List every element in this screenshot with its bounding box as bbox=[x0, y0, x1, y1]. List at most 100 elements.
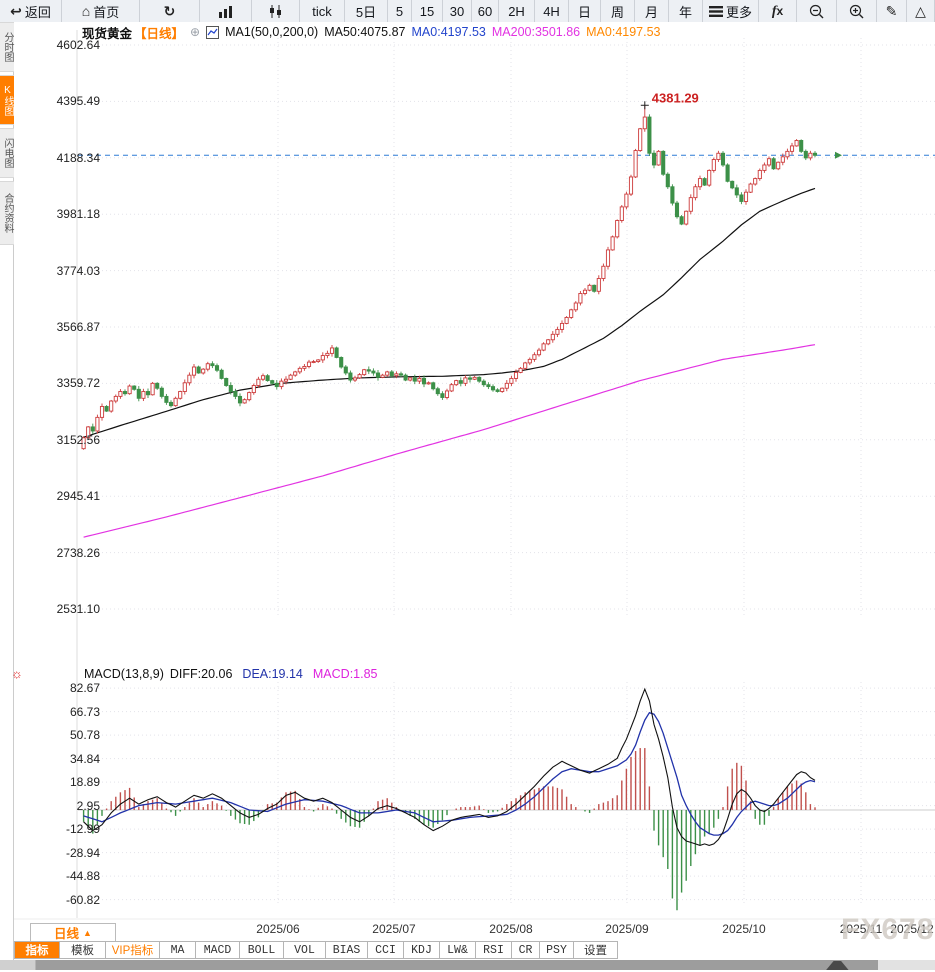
toolbar-item-refresh[interactable]: ↻ bbox=[140, 0, 200, 22]
indicator-button-BIAS[interactable]: BIAS bbox=[326, 941, 368, 959]
period-tab-label: 日线 bbox=[54, 927, 80, 941]
toolbar-item-5[interactable]: 5 bbox=[388, 0, 412, 22]
main-y-tick-label: 3774.03 bbox=[56, 263, 100, 278]
toolbar-item-60[interactable]: 60 bbox=[472, 0, 499, 22]
sidebar-tab-2[interactable]: K线图 bbox=[0, 75, 14, 125]
indicator-toolbar: 指标 模板 VIP指标 MA MACD BOLL VOL BIAS CCI KDJ LW& RSI CR… bbox=[14, 941, 618, 959]
indicator-button-模板[interactable]: 模板 bbox=[60, 941, 106, 959]
ma200-value: MA200:3501.86 bbox=[491, 25, 581, 39]
indicator-button-VOL[interactable]: VOL bbox=[284, 941, 326, 959]
toolbar-item-30[interactable]: 30 bbox=[443, 0, 472, 22]
period-tab-arrow-icon: ▲ bbox=[83, 927, 92, 938]
toolbar-item-月[interactable]: 月 bbox=[635, 0, 669, 22]
toolbar-item-日[interactable]: 日 bbox=[569, 0, 601, 22]
sidebar-tab-3[interactable]: 闪电图 bbox=[0, 128, 14, 178]
macd-params-label: MACD(13,8,9) bbox=[84, 667, 164, 681]
macd-y-tick-label: -60.82 bbox=[65, 892, 100, 907]
indicator-button-PSY[interactable]: PSY bbox=[540, 941, 574, 959]
scrollbar-grip-icon[interactable] bbox=[826, 961, 849, 970]
scrollbar-thumb[interactable] bbox=[36, 960, 878, 970]
x-axis-month-label: 2025/11 bbox=[839, 922, 883, 936]
macd-histogram bbox=[82, 748, 816, 911]
toolbar-item-pencil[interactable]: ✎ bbox=[877, 0, 907, 22]
toolbar-item-fx[interactable]: fx bbox=[759, 0, 797, 22]
toolbar-item-label: 5日 bbox=[355, 4, 377, 20]
period-label: 【日线】 bbox=[134, 26, 185, 41]
indicator-button-CR[interactable]: CR bbox=[512, 941, 540, 959]
indicator-button-MACD[interactable]: MACD bbox=[196, 941, 240, 959]
peak-annotation: 4381.29 bbox=[640, 90, 699, 110]
indicator-button-CCI[interactable]: CCI bbox=[368, 941, 404, 959]
toolbar-item-menu[interactable]: 更多 bbox=[703, 0, 759, 22]
toolbar-item-label: 日 bbox=[577, 4, 591, 20]
toolbar-item-zoom-out[interactable] bbox=[797, 0, 837, 22]
toolbar-item-zoom-in[interactable] bbox=[837, 0, 877, 22]
x-axis-month-label: 2025/10 bbox=[722, 922, 766, 936]
svg-text:4381.29: 4381.29 bbox=[652, 90, 699, 105]
indicator-button-RSI[interactable]: RSI bbox=[476, 941, 512, 959]
toolbar-item-2H[interactable]: 2H bbox=[499, 0, 535, 22]
main-y-tick-label: 3152.56 bbox=[56, 432, 100, 447]
ma50-value: MA50:4075.87 bbox=[324, 25, 406, 39]
x-axis-month-label: 2025/08 bbox=[489, 922, 533, 936]
menu-icon bbox=[708, 5, 723, 17]
x-axis-month-label: 2025/07 bbox=[372, 922, 416, 936]
main-y-tick-label: 3566.87 bbox=[56, 320, 100, 334]
toolbar-item-4H[interactable]: 4H bbox=[535, 0, 569, 22]
ma200-line bbox=[83, 344, 816, 538]
ma-settings-label: MA1(50,0,200,0) bbox=[225, 25, 319, 39]
indicator-button-MA[interactable]: MA bbox=[160, 941, 196, 959]
toolbar-item-label: tick bbox=[312, 3, 332, 19]
candlestick-icon bbox=[268, 4, 284, 18]
macd-y-tick-label: -12.99 bbox=[65, 822, 100, 837]
toolbar-item-home[interactable]: ⌂ 首页 bbox=[62, 0, 140, 22]
macd-y-tick-label: 34.84 bbox=[69, 751, 100, 766]
toolbar-item-label: 返回 bbox=[24, 4, 51, 20]
main-y-tick-label: 3359.72 bbox=[56, 376, 100, 391]
toolbar-item-label: 5 bbox=[395, 3, 404, 19]
toolbar-item-15[interactable]: 15 bbox=[412, 0, 443, 22]
toolbar-item-年[interactable]: 年 bbox=[669, 0, 703, 22]
sidebar-tab-1[interactable]: 分时图 bbox=[0, 22, 14, 72]
toolbar-item-candlestick[interactable] bbox=[252, 0, 300, 22]
x-axis-month-label: 2025/12 bbox=[890, 922, 934, 936]
indicator-button-指标[interactable]: 指标 bbox=[14, 941, 60, 959]
toolbar-item-bar-chart[interactable] bbox=[200, 0, 252, 22]
toolbar-item-5日[interactable]: 5日 bbox=[345, 0, 388, 22]
toolbar-item-周[interactable]: 周 bbox=[601, 0, 635, 22]
indicator-button-设置[interactable]: 设置 bbox=[574, 941, 618, 959]
macd-diff-value: DIFF:20.06 bbox=[169, 667, 233, 681]
period-selector-tab[interactable]: 日线 ▲ bbox=[30, 923, 116, 941]
macd-header: MACD(13,8,9) DIFF:20.06 DEA:19.14 MACD:1… bbox=[84, 666, 378, 682]
toolbar-item-back-arrow[interactable]: ↩ 返回 bbox=[0, 0, 62, 22]
circle-plus-icon[interactable]: ⊕ bbox=[190, 25, 201, 39]
triangle-icon: △ bbox=[915, 3, 926, 19]
dea-line bbox=[83, 711, 816, 836]
indicator-button-VIP指标[interactable]: VIP指标 bbox=[106, 941, 160, 959]
toolbar-item-label: 60 bbox=[477, 3, 493, 19]
mini-chart-icon[interactable] bbox=[206, 25, 220, 39]
indicator-button-LW&[interactable]: LW& bbox=[440, 941, 476, 959]
indicator-button-BOLL[interactable]: BOLL bbox=[240, 941, 284, 959]
home-icon: ⌂ bbox=[81, 3, 91, 19]
zoom-in-icon bbox=[849, 4, 864, 19]
scrollbar-left-cap[interactable] bbox=[0, 960, 36, 970]
main-chart-header: 现货黄金 【日线】 ⊕ MA1(50,0,200,0) MA50:4075.87… bbox=[82, 24, 661, 41]
toolbar-item-label: 月 bbox=[644, 4, 658, 20]
x-axis-month-label: 2025/09 bbox=[605, 922, 649, 936]
bar-chart-icon bbox=[218, 5, 234, 18]
diff-line bbox=[83, 687, 816, 846]
refresh-icon: ↻ bbox=[163, 3, 176, 19]
toolbar-item-label: 2H bbox=[508, 3, 525, 19]
main-y-tick-label: 4395.49 bbox=[56, 94, 100, 109]
macd-y-tick-label: 82.67 bbox=[69, 681, 100, 696]
indicator-button-KDJ[interactable]: KDJ bbox=[404, 941, 440, 959]
candlestick-series bbox=[81, 105, 818, 450]
toolbar-item-tick[interactable]: tick bbox=[300, 0, 345, 22]
macd-settings-icon[interactable]: ☼ bbox=[11, 666, 23, 681]
sidebar-tab-4[interactable]: 合约资料 bbox=[0, 181, 14, 245]
toolbar-item-label: 4H bbox=[543, 3, 560, 19]
zoom-out-icon bbox=[809, 4, 824, 19]
